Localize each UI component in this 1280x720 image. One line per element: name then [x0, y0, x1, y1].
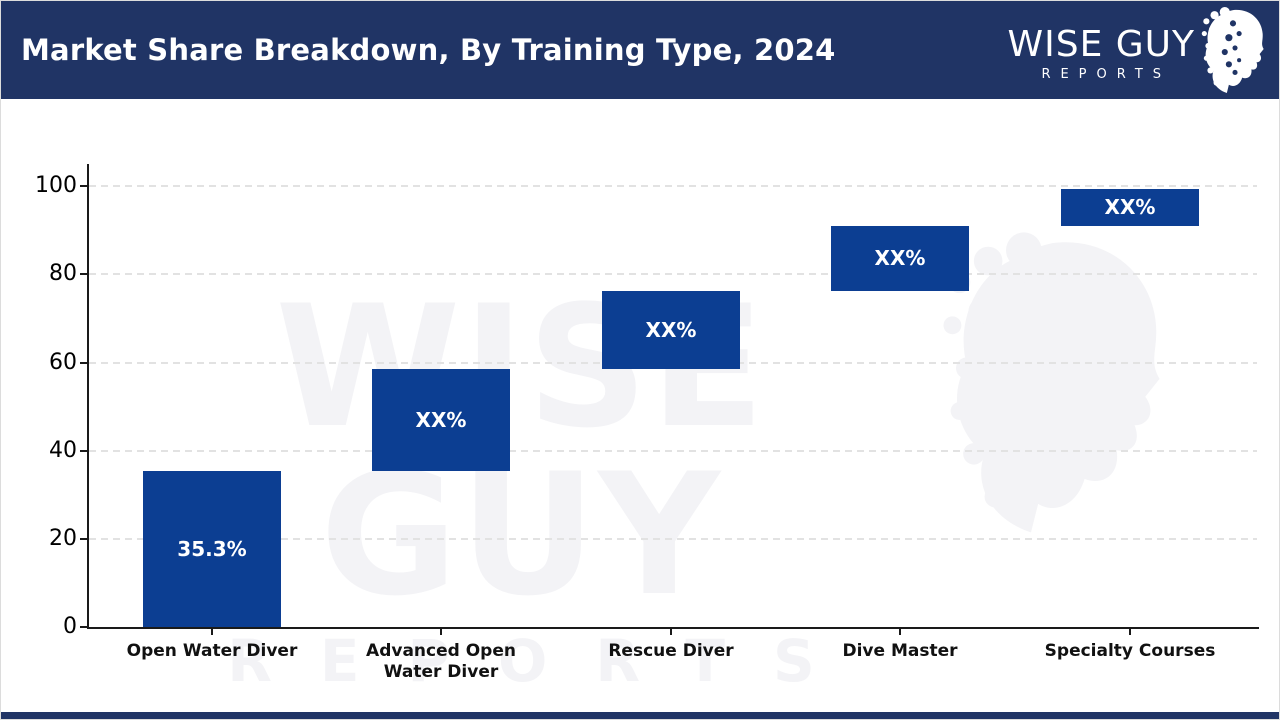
bar-rescue-diver: XX% — [602, 290, 740, 369]
x-axis-category-label: Rescue Diver — [608, 641, 734, 661]
x-axis-tick — [211, 628, 213, 635]
bar-specialty-courses: XX% — [1061, 188, 1199, 226]
bar-value-label: XX% — [645, 317, 697, 342]
x-axis-tick — [670, 628, 672, 635]
bar-open-water-diver: 35.3% — [143, 471, 281, 627]
y-axis-tick-label: 20 — [49, 525, 77, 551]
x-axis-tick — [1129, 628, 1131, 635]
y-axis-tick — [80, 537, 88, 540]
page-title: Market Share Breakdown, By Training Type… — [21, 33, 836, 67]
bar-dive-master: XX% — [831, 225, 969, 291]
x-axis-tick — [440, 628, 442, 635]
y-axis-tick — [80, 361, 88, 364]
y-axis-tick — [80, 185, 88, 188]
footer-bar — [1, 712, 1279, 719]
gridline-100 — [89, 185, 1257, 188]
y-axis-tick-label: 60 — [49, 349, 77, 375]
bar-value-label: XX% — [874, 246, 926, 271]
y-axis-tick-label: 80 — [49, 261, 77, 287]
wise-guy-reports-logo: WISE GUY REPORTS — [1008, 5, 1272, 97]
gridline-20 — [89, 537, 1257, 540]
header-banner: Market Share Breakdown, By Training Type… — [1, 1, 1279, 99]
logo-brand-text: WISE GUY — [1007, 23, 1195, 65]
x-axis-category-label: Advanced Open Water Diver — [366, 641, 516, 682]
y-axis-tick — [80, 626, 88, 628]
gridline-40 — [89, 449, 1257, 452]
x-axis-line — [87, 627, 1259, 629]
logo-text: WISE GUY REPORTS — [1007, 23, 1196, 82]
bar-value-label: 35.3% — [177, 537, 247, 562]
gridline-80 — [89, 273, 1257, 276]
x-axis-tick — [899, 628, 901, 635]
bar-value-label: XX% — [415, 408, 467, 433]
logo-sub-text: REPORTS — [1041, 66, 1172, 82]
y-axis-tick-label: 40 — [49, 437, 77, 463]
x-axis-category-label: Open Water Diver — [126, 641, 298, 661]
bar-value-label: XX% — [1104, 195, 1156, 220]
y-axis-line — [87, 164, 89, 629]
x-axis-category-label: Dive Master — [842, 641, 958, 661]
y-axis-tick-label: 0 — [63, 614, 77, 639]
face-profile-icon — [1201, 7, 1264, 93]
y-axis-tick — [80, 449, 88, 452]
y-axis-tick-label: 100 — [35, 173, 77, 199]
y-axis-tick — [80, 273, 88, 276]
bar-advanced-open-water-diver: XX% — [372, 368, 510, 472]
x-axis-category-label: Specialty Courses — [1044, 641, 1216, 661]
